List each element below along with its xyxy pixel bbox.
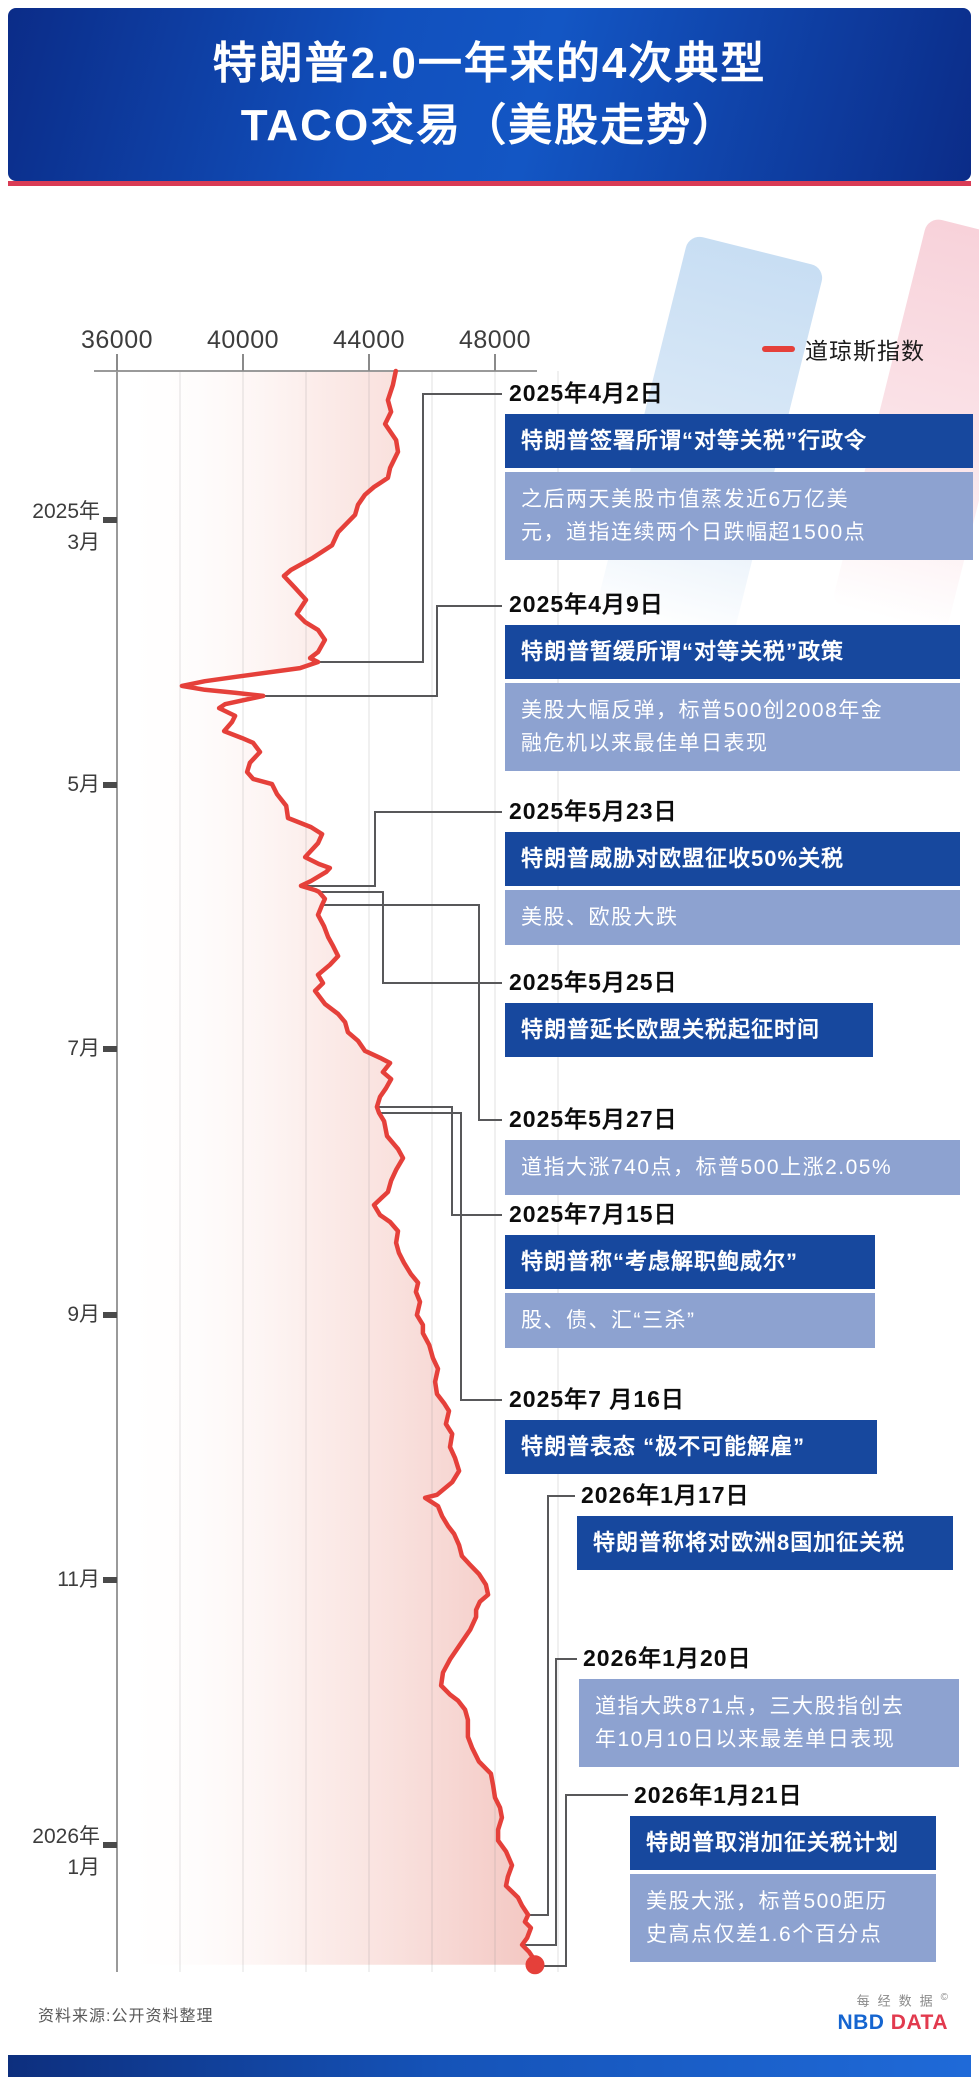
nbd-logo: 每经数据© NBD DATA (837, 1992, 948, 2034)
annotation-headline: 特朗普表态 “极不可能解雇” (505, 1420, 877, 1474)
month-tick-label: 2025年 3月 (32, 500, 100, 554)
month-tick (103, 1842, 117, 1848)
annotation-block: 2025年7 月16日特朗普表态 “极不可能解雇” (505, 1386, 877, 1474)
annotation-block: 2026年1月17日特朗普称将对欧洲8国加征关税 (577, 1482, 953, 1570)
value-tick-label: 40000 (206, 326, 280, 354)
page-title-line2: TACO交易（美股走势） (240, 100, 739, 150)
month-tick (103, 1312, 117, 1318)
month-tick-label: 5月 (67, 773, 100, 796)
month-tick (103, 1577, 117, 1583)
bottom-bar (8, 2055, 971, 2077)
annotation-leader-line (301, 811, 502, 887)
dow-jones-line (179, 368, 538, 1968)
logo-cn-text: 每经数据 (856, 1993, 941, 2009)
annotation-leader-line (319, 891, 502, 984)
annotation-date: 2025年5月27日 (509, 1106, 678, 1132)
annotation-leader-line (379, 1112, 502, 1401)
area-fill (117, 371, 535, 1965)
month-tick-label: 9月 (67, 1303, 100, 1326)
annotation-body: 之后两天美股市值蒸发近6万亿美 元，道指连续两个日跌幅超1500点 (505, 472, 973, 560)
annotation-leader-line (522, 1658, 577, 1946)
annotation-headline: 特朗普称将对欧洲8国加征关税 (577, 1516, 953, 1570)
annotation-headline: 特朗普威胁对欧盟征收50%关税 (505, 832, 960, 886)
annotation-block: 2026年1月21日特朗普取消加征关税计划 美股大涨，标普500距历 史高点仅差1… (630, 1782, 936, 1962)
annotation-body: 道指大跌871点，三大股指创去 年10月10日以来最差单日表现 (579, 1679, 959, 1767)
annotation-headline: 特朗普签署所谓“对等关税”行政令 (505, 414, 973, 468)
copyright-mark: © (940, 1992, 948, 2003)
annotation-leader-line (541, 1794, 628, 1967)
annotation-date: 2026年1月20日 (583, 1645, 752, 1671)
annotation-date: 2025年7月15日 (509, 1201, 678, 1227)
annotation-date: 2025年4月9日 (509, 591, 664, 617)
month-tick (103, 782, 117, 788)
annotation-headline: 特朗普延长欧盟关税起征时间 (505, 1003, 873, 1057)
header-underline (8, 181, 971, 186)
annotation-date: 2025年4月2日 (509, 380, 664, 406)
annotation-leader-line (528, 1495, 575, 1916)
month-tick-label: 11月 (57, 1568, 100, 1591)
logo-cn-line: 每经数据© (837, 1992, 948, 2009)
annotation-headline: 特朗普称“考虑解职鲍威尔” (505, 1235, 875, 1289)
annotation-date: 2025年7 月16日 (509, 1386, 685, 1412)
value-tick-label: 48000 (458, 326, 532, 354)
chart-legend: 道琼斯指数 (762, 332, 925, 366)
month-tick (103, 517, 117, 523)
page-title-line1: 特朗普2.0一年来的4次典型 (212, 38, 767, 88)
source-note: 资料来源:公开资料整理 (38, 2008, 214, 2025)
annotation-body: 股、债、汇“三杀” (505, 1293, 875, 1348)
annotation-date: 2026年1月17日 (581, 1482, 750, 1508)
annotation-block: 2025年5月25日特朗普延长欧盟关税起征时间 (505, 969, 873, 1057)
annotation-block: 2025年5月27日道指大涨740点，标普500上涨2.05% (505, 1106, 960, 1195)
annotation-date: 2025年5月25日 (509, 969, 678, 995)
annotation-date: 2025年5月23日 (509, 798, 678, 824)
annotation-block: 2025年5月23日特朗普威胁对欧盟征收50%关税 美股、欧股大跌 (505, 798, 960, 945)
header-banner: 特朗普2.0一年来的4次典型 TACO交易（美股走势） (8, 8, 971, 181)
annotation-leader-line (377, 1106, 502, 1216)
latest-point-dot (525, 1955, 545, 1975)
annotation-leader-line (318, 393, 502, 663)
annotation-body: 美股大涨，标普500距历 史高点仅差1.6个百分点 (630, 1874, 936, 1962)
annotation-block: 2025年4月2日特朗普签署所谓“对等关税”行政令 之后两天美股市值蒸发近6万亿美… (505, 380, 973, 560)
month-tick-label: 7月 (67, 1037, 100, 1060)
month-tick (103, 1046, 117, 1052)
annotation-body: 美股、欧股大跌 (505, 890, 960, 945)
annotation-headline: 特朗普取消加征关税计划 (630, 1816, 936, 1870)
legend-line-swatch (762, 346, 795, 352)
annotation-date: 2026年1月21日 (634, 1782, 803, 1808)
annotation-body: 美股大幅反弹，标普500创2008年金 融危机以来最佳单日表现 (505, 683, 960, 771)
annotation-leader-line (263, 605, 502, 697)
annotation-headline: 特朗普暂缓所谓“对等关税”政策 (505, 625, 960, 679)
logo-data-text: DATA (890, 2011, 948, 2035)
logo-nbd-text: NBD (837, 2011, 885, 2035)
value-tick-label: 36000 (80, 326, 154, 354)
legend-label: 道琼斯指数 (805, 338, 925, 364)
logo-en-line: NBD DATA (837, 2012, 948, 2033)
annotation-block: 2026年1月20日道指大跌871点，三大股指创去 年10月10日以来最差单日表… (579, 1645, 959, 1767)
annotation-body: 道指大涨740点，标普500上涨2.05% (505, 1140, 960, 1195)
month-tick-label: 2026年 1月 (32, 1825, 100, 1879)
annotation-leader-line (323, 904, 502, 1121)
value-tick-label: 44000 (332, 326, 406, 354)
annotation-block: 2025年4月9日特朗普暂缓所谓“对等关税”政策 美股大幅反弹，标普500创200… (505, 591, 960, 771)
annotation-block: 2025年7月15日特朗普称“考虑解职鲍威尔” 股、债、汇“三杀” (505, 1201, 875, 1348)
